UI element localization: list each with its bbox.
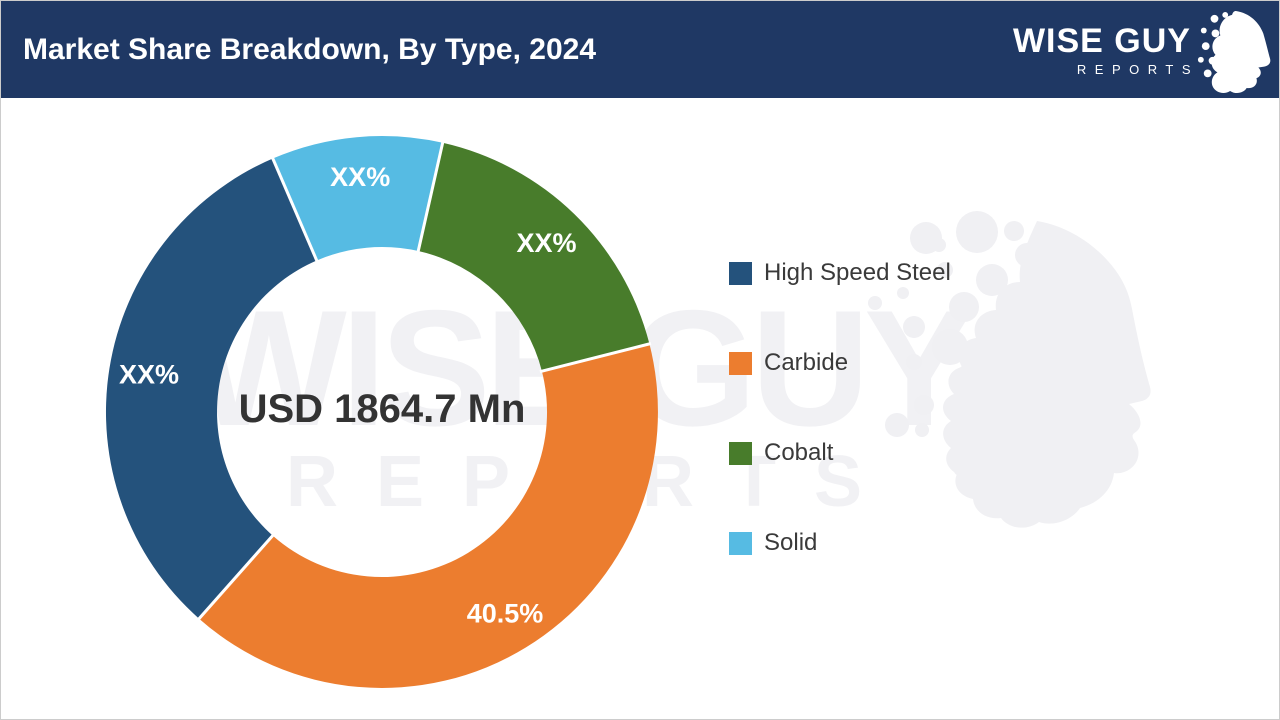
brand-logo: WISE GUY REPORTS xyxy=(1013,5,1273,95)
chart-legend: High Speed Steel Carbide Cobalt Solid xyxy=(729,259,951,620)
donut-segment-carbide xyxy=(199,343,658,688)
legend-label-solid: Solid xyxy=(764,529,818,556)
brand-logo-subtitle: REPORTS xyxy=(1076,61,1199,77)
legend-item-cobalt: Cobalt xyxy=(729,439,951,466)
donut-segment-cobalt xyxy=(418,142,650,372)
page-title: Market Share Breakdown, By Type, 2024 xyxy=(23,32,597,66)
brand-logo-text: WISE GUY REPORTS xyxy=(1013,24,1191,77)
brand-logo-name: WISE GUY xyxy=(1012,21,1191,60)
donut-segment-high-speed-steel xyxy=(105,158,317,619)
legend-label-high-speed-steel: High Speed Steel xyxy=(764,259,951,286)
segment-percent-label-solid: XX% xyxy=(330,162,390,192)
legend-item-high-speed-steel: High Speed Steel xyxy=(729,259,951,286)
legend-swatch-carbide xyxy=(729,351,752,375)
segment-percent-label-high-speed-steel: XX% xyxy=(119,360,179,390)
watermark-head-profile-icon xyxy=(868,211,1151,528)
header-bar: Market Share Breakdown, By Type, 2024 WI… xyxy=(1,1,1279,98)
segment-percent-label-cobalt: XX% xyxy=(516,228,576,258)
brand-logo-head-icon xyxy=(1197,11,1271,94)
segment-gap-line xyxy=(270,156,319,263)
legend-item-solid: Solid xyxy=(729,529,951,556)
chart-center-value: USD 1864.7 Mn xyxy=(238,387,526,431)
segment-percent-label-carbide: 40.5% xyxy=(467,598,544,628)
legend-item-carbide: Carbide xyxy=(729,349,951,376)
donut-segment-solid xyxy=(272,136,443,261)
legend-swatch-solid xyxy=(729,531,752,555)
segment-gap-line xyxy=(539,342,652,374)
legend-label-cobalt: Cobalt xyxy=(764,439,834,466)
legend-swatch-cobalt xyxy=(729,441,752,465)
legend-label-carbide: Carbide xyxy=(764,349,849,376)
segment-gap-line xyxy=(196,533,276,621)
segment-gap-line xyxy=(416,140,445,254)
legend-swatch-high-speed-steel xyxy=(729,261,752,285)
